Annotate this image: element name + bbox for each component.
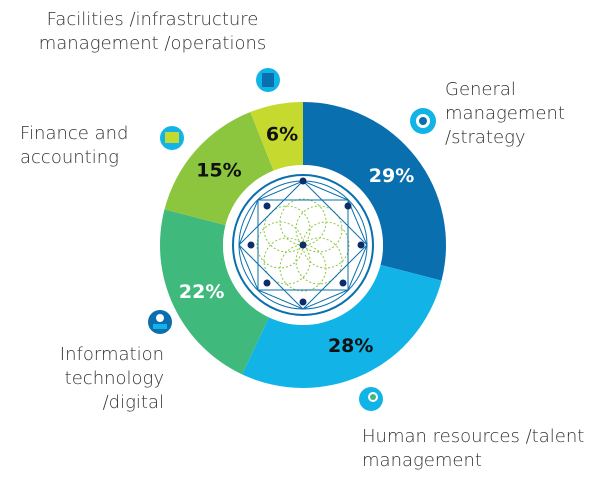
category-label: Human resources /talent management <box>362 426 585 471</box>
category-label: Facilities /infrastructure management /o… <box>38 9 267 54</box>
value-label: 22% <box>179 281 224 303</box>
donut-segment <box>164 112 274 226</box>
donut-segment <box>250 102 303 171</box>
center-emblem <box>223 165 383 325</box>
value-label: 15% <box>196 159 241 181</box>
donut-segment <box>303 102 446 281</box>
category-label: Information technology /digital <box>59 344 164 413</box>
category-label: Finance and accounting <box>20 123 129 168</box>
category-label: General management /strategy <box>445 79 565 148</box>
donut-segment <box>160 209 269 375</box>
value-label: 29% <box>369 165 414 187</box>
value-label: 28% <box>328 335 373 357</box>
value-label: 6% <box>266 123 298 145</box>
donut-segment <box>242 264 442 388</box>
icons <box>148 68 436 411</box>
